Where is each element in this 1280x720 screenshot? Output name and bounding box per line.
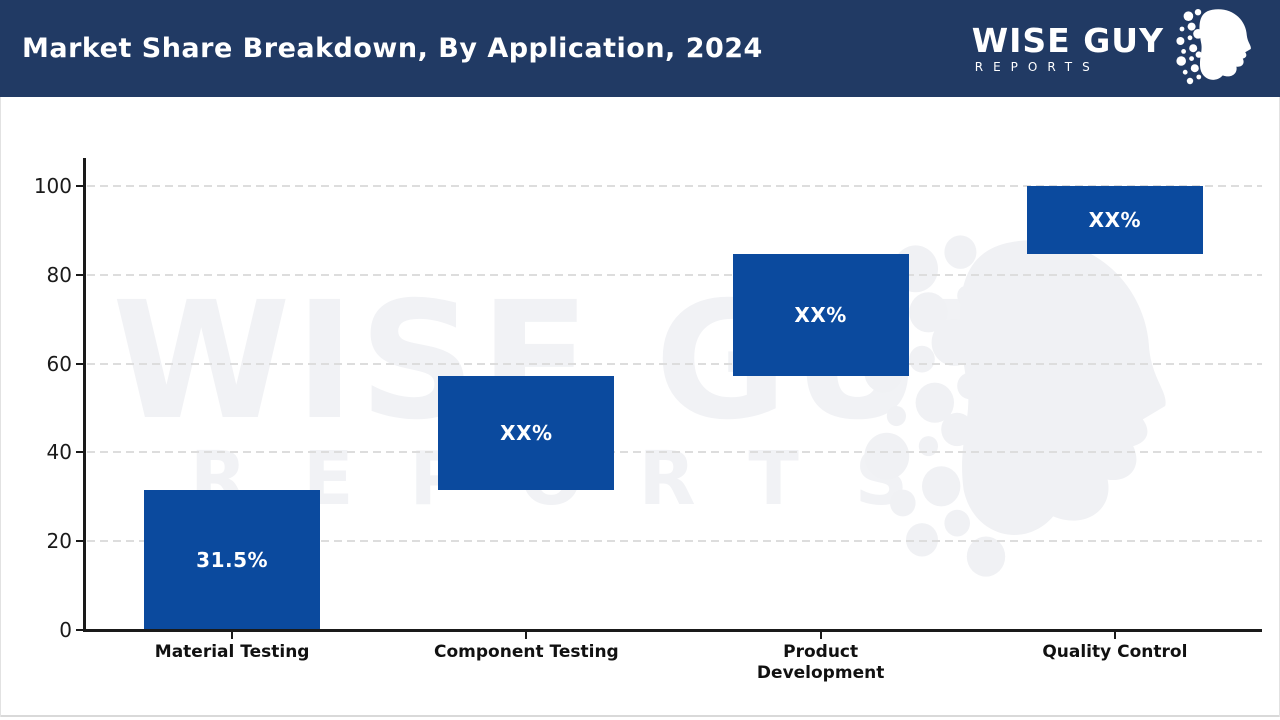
y-axis-tick-label: 100 bbox=[33, 174, 72, 198]
y-tick-mark bbox=[76, 629, 85, 631]
y-tick-mark bbox=[76, 540, 85, 543]
gridline-60 bbox=[87, 362, 1262, 365]
bar-value-label: XX% bbox=[500, 421, 553, 446]
logo-reports-label: REPORTS bbox=[974, 60, 1100, 74]
x-axis-category-label: Quality Control bbox=[1042, 642, 1188, 662]
bar-component-testing: XX% bbox=[438, 376, 615, 491]
y-tick-mark bbox=[76, 362, 85, 365]
y-axis-tick-label: 40 bbox=[46, 440, 72, 465]
left-border bbox=[0, 97, 1, 717]
logo-text: WISE GUY REPORTS bbox=[972, 24, 1164, 73]
gridline-100 bbox=[87, 185, 1262, 187]
x-axis-line bbox=[85, 629, 1262, 632]
y-tick-mark bbox=[76, 451, 85, 454]
bar-quality-control: XX% bbox=[1026, 186, 1203, 255]
y-axis-tick-label: 20 bbox=[46, 529, 72, 554]
y-axis-line bbox=[83, 158, 86, 632]
bar-value-label: XX% bbox=[794, 303, 847, 328]
y-axis-tick-label: 80 bbox=[46, 262, 72, 287]
header-bar: Market Share Breakdown, By Application, … bbox=[0, 0, 1280, 97]
logo-wiseguy-label: WISE GUY bbox=[971, 21, 1164, 60]
bar-material-testing: 31.5% bbox=[144, 490, 321, 630]
x-tick-mark bbox=[525, 630, 528, 639]
bar-product-development: XX% bbox=[732, 254, 909, 377]
bar-value-label: XX% bbox=[1088, 208, 1142, 233]
y-axis-tick-label: 0 bbox=[59, 618, 72, 642]
page-title: Market Share Breakdown, By Application, … bbox=[22, 33, 763, 64]
gridline-80 bbox=[87, 273, 1262, 276]
bar-value-label: 31.5% bbox=[196, 548, 269, 573]
x-axis-category-label: Component Testing bbox=[434, 642, 619, 662]
logo-face-icon bbox=[1176, 8, 1251, 84]
bottom-divider bbox=[0, 715, 1280, 717]
x-axis-category-label: Product Development bbox=[756, 642, 885, 683]
x-tick-mark bbox=[819, 630, 822, 639]
gridline-40 bbox=[87, 451, 1262, 454]
x-axis-category-label: Material Testing bbox=[154, 642, 310, 662]
x-tick-mark bbox=[231, 630, 234, 639]
gridline-20 bbox=[87, 540, 1262, 543]
y-tick-mark bbox=[76, 185, 85, 187]
y-tick-mark bbox=[76, 273, 85, 276]
x-tick-mark bbox=[1113, 630, 1116, 639]
y-axis-tick-label: 60 bbox=[46, 351, 72, 376]
wise-guy-reports-logo: WISE GUY REPORTS bbox=[972, 5, 1258, 93]
